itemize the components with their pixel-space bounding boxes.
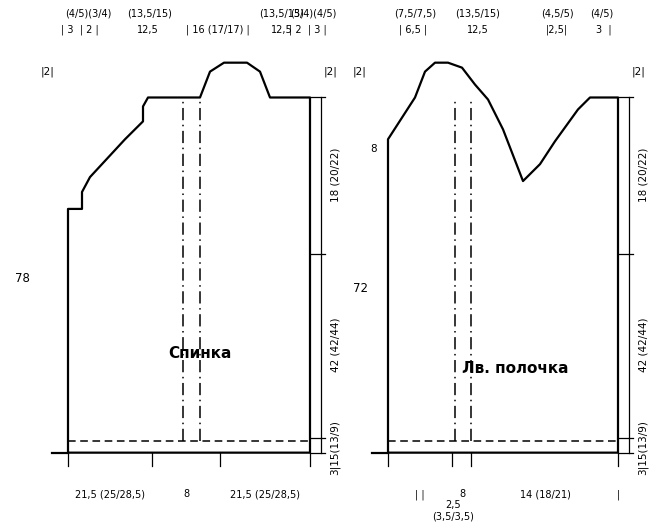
Text: 18 (20/22): 18 (20/22) [638, 148, 648, 203]
Text: | 16 (17/17) |: | 16 (17/17) | [186, 25, 250, 35]
Text: |2|: |2| [324, 66, 338, 77]
Text: (4,5/5): (4,5/5) [541, 9, 574, 19]
Text: 3|15(13/9): 3|15(13/9) [638, 420, 648, 475]
Text: (13,5/15): (13,5/15) [456, 9, 500, 19]
Text: 72: 72 [352, 282, 368, 295]
Text: 42 (42/44): 42 (42/44) [638, 318, 648, 373]
Text: | 3  | 2 |: | 3 | 2 | [61, 25, 99, 35]
Text: (4/5)(3/4): (4/5)(3/4) [65, 9, 111, 19]
Text: 12,5: 12,5 [137, 25, 159, 35]
Text: 8: 8 [459, 490, 465, 500]
Text: (13,5/15): (13,5/15) [259, 9, 304, 19]
Text: 12,5: 12,5 [467, 25, 489, 35]
Text: | 2  | 3 |: | 2 | 3 | [289, 25, 327, 35]
Text: Спинка: Спинка [168, 346, 231, 361]
Text: 21,5 (25/28,5): 21,5 (25/28,5) [230, 490, 300, 500]
Text: 8: 8 [183, 490, 189, 500]
Text: |2|: |2| [41, 66, 55, 77]
Text: |2|: |2| [632, 66, 646, 77]
Text: (13,5/15): (13,5/15) [127, 9, 173, 19]
Text: (7,5/7,5): (7,5/7,5) [394, 9, 436, 19]
Text: 18 (20/22): 18 (20/22) [330, 148, 340, 203]
Text: Лв. полочка: Лв. полочка [462, 361, 568, 376]
Text: 8: 8 [371, 144, 378, 154]
Text: (3/4)(4/5): (3/4)(4/5) [290, 9, 336, 19]
Text: 3  |: 3 | [596, 25, 612, 35]
Text: 42 (42/44): 42 (42/44) [330, 318, 340, 373]
Text: | 6,5 |: | 6,5 | [399, 25, 427, 35]
Text: (4/5): (4/5) [590, 9, 614, 19]
Text: 3|15(13/9): 3|15(13/9) [330, 420, 340, 475]
Text: 2,5: 2,5 [445, 501, 461, 511]
Text: |2|: |2| [353, 66, 367, 77]
Text: | |: | | [415, 489, 425, 500]
Text: |: | [616, 489, 620, 500]
Text: |2,5|: |2,5| [546, 25, 568, 35]
Text: 78: 78 [15, 272, 29, 285]
Text: 12,5: 12,5 [271, 25, 293, 35]
Text: 14 (18/21): 14 (18/21) [520, 490, 570, 500]
Text: 21,5 (25/28,5): 21,5 (25/28,5) [75, 490, 145, 500]
Text: (3,5/3,5): (3,5/3,5) [432, 512, 474, 521]
